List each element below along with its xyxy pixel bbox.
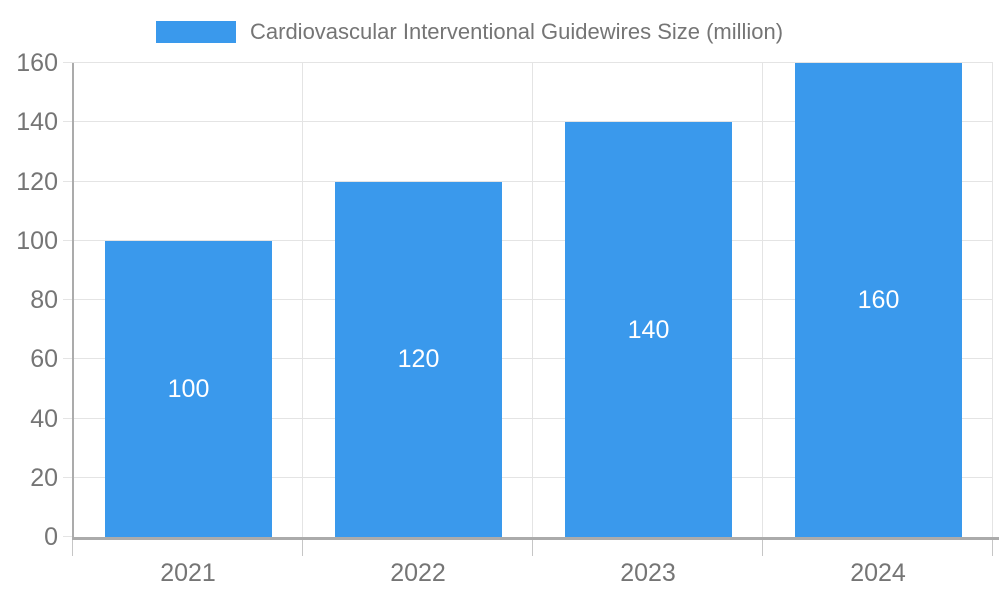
x-axis-category-label: 2024 [850, 559, 906, 587]
legend-item[interactable]: Cardiovascular Interventional Guidewires… [156, 19, 783, 45]
bar-2021[interactable] [105, 241, 272, 537]
bar-value-label: 160 [857, 286, 900, 314]
x-axis-category-label: 2022 [390, 559, 446, 587]
x-axis-line [72, 537, 999, 540]
bar-2023[interactable] [565, 122, 732, 537]
gridline-vertical [532, 63, 533, 537]
x-axis-category-label: 2023 [620, 559, 676, 587]
gridline-horizontal [63, 62, 993, 63]
y-axis-tick-label: 60 [30, 345, 58, 373]
gridline-horizontal [63, 418, 993, 419]
bar-2022[interactable] [335, 182, 502, 538]
gridline-horizontal [63, 181, 993, 182]
y-axis-tick-label: 80 [30, 286, 58, 314]
x-axis-tick [72, 540, 73, 556]
gridline-vertical [762, 63, 763, 537]
bar-2024[interactable] [795, 63, 962, 537]
gridline-vertical [302, 63, 303, 537]
y-axis-tick-label: 0 [44, 523, 58, 551]
bar-value-label: 100 [167, 375, 210, 403]
legend-label: Cardiovascular Interventional Guidewires… [250, 19, 784, 44]
gridline-horizontal [63, 358, 993, 359]
y-axis-tick-label: 20 [30, 464, 58, 492]
y-axis-tick-label: 160 [16, 49, 58, 77]
y-axis-tick-label: 120 [16, 168, 58, 196]
gridline-horizontal [63, 477, 993, 478]
bar-value-label: 140 [627, 316, 670, 344]
gridline-horizontal [63, 299, 993, 300]
x-axis-tick [302, 540, 303, 556]
gridline-vertical [992, 63, 993, 537]
y-axis-tick-label: 100 [16, 227, 58, 255]
y-axis-line [72, 63, 74, 539]
gridline-horizontal [63, 121, 993, 122]
legend-swatch [156, 21, 236, 43]
x-axis-tick [762, 540, 763, 556]
bar-value-label: 120 [397, 345, 440, 373]
x-axis-tick [992, 540, 993, 556]
gridline-horizontal [63, 240, 993, 241]
y-axis-tick [63, 536, 73, 537]
y-axis-tick-label: 140 [16, 108, 58, 136]
x-axis-tick [532, 540, 533, 556]
y-axis-tick-label: 40 [30, 405, 58, 433]
x-axis-category-label: 2021 [160, 559, 216, 587]
